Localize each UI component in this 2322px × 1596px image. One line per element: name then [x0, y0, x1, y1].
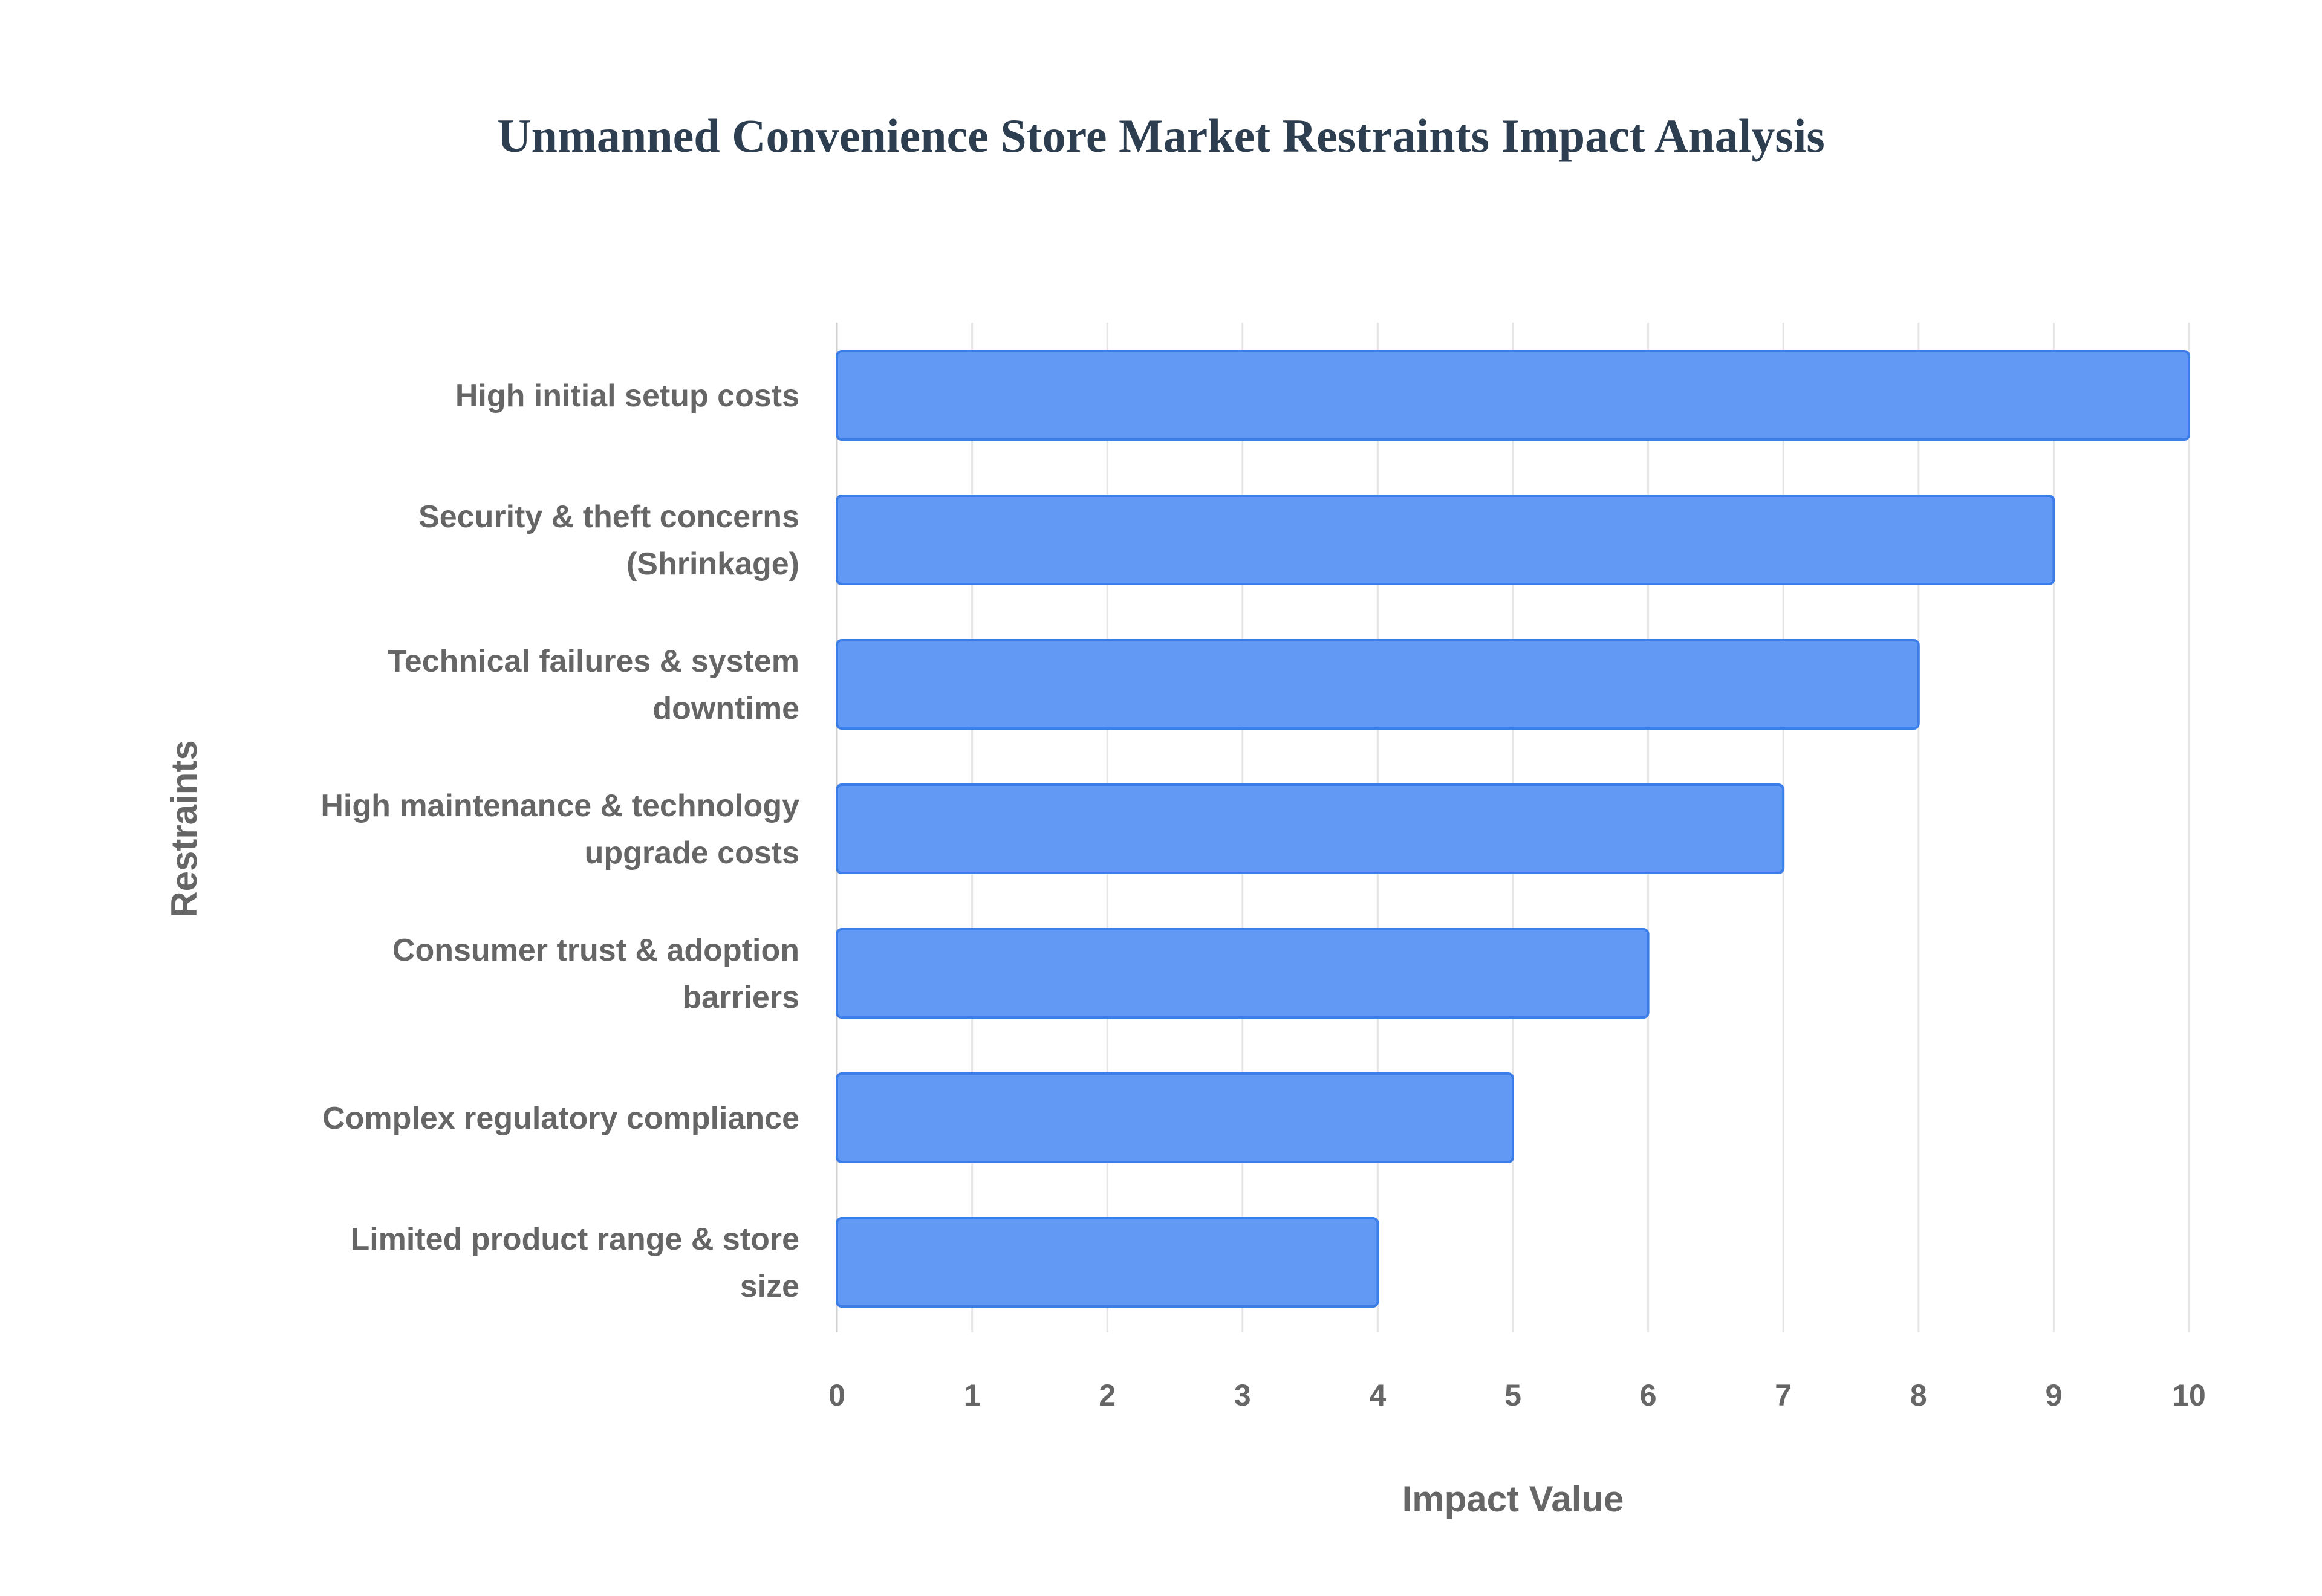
- x-tick-label: 10: [2172, 1378, 2206, 1412]
- y-tick-label: High maintenance & technology upgrade cos…: [320, 788, 799, 871]
- x-tick-label: 2: [1099, 1378, 1116, 1412]
- bar: [836, 350, 2190, 441]
- x-tick-label: 6: [1640, 1378, 1657, 1412]
- x-tick-label: 0: [828, 1378, 845, 1412]
- bar: [836, 495, 2055, 585]
- y-tick-label: Security & theft concerns (Shrinkage): [418, 499, 799, 582]
- x-tick-label: 4: [1369, 1378, 1386, 1412]
- x-tick-label: 3: [1234, 1378, 1251, 1412]
- x-axis-title: Impact Value: [1402, 1479, 1624, 1519]
- y-tick-label: High initial setup costs: [455, 378, 799, 414]
- bar: [836, 1217, 1379, 1308]
- y-tick-label: Limited product range & store size: [350, 1222, 799, 1304]
- x-tick-label: 1: [964, 1378, 981, 1412]
- bar: [836, 783, 1785, 874]
- bar: [836, 1072, 1514, 1163]
- x-tick-label: 5: [1504, 1378, 1521, 1412]
- x-tick-label: 8: [1910, 1378, 1927, 1412]
- x-tick-label: 9: [2045, 1378, 2062, 1412]
- y-axis-title: Restraints: [164, 740, 204, 917]
- y-tick-label: Complex regulatory compliance: [322, 1101, 799, 1136]
- y-tick-label: Consumer trust & adoption barriers: [392, 933, 799, 1015]
- bar: [836, 639, 1920, 730]
- chart-title: Unmanned Convenience Store Market Restra…: [497, 109, 1825, 162]
- bar: [836, 928, 1650, 1019]
- x-tick-label: 7: [1775, 1378, 1792, 1412]
- y-tick-label: Technical failures & system downtime: [388, 644, 799, 726]
